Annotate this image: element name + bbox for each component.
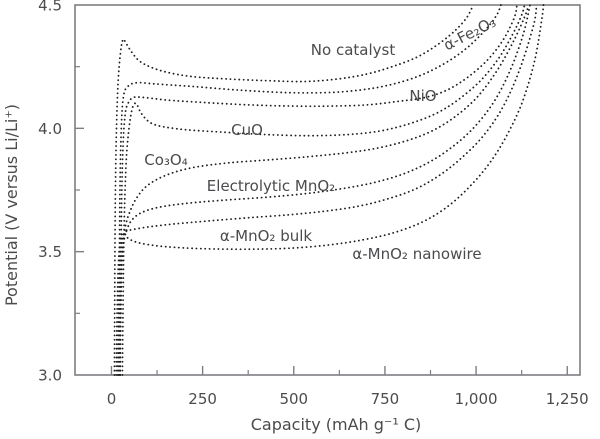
y-tick-label: 3.0 [38,367,62,385]
y-tick-label: 3.5 [38,243,62,261]
x-axis-title: Capacity (mAh g⁻¹ C) [251,415,422,434]
x-tick-label: 0 [107,390,117,408]
x-tick-label: 250 [188,390,217,408]
x-tick-label: 750 [371,390,400,408]
y-tick-label: 4.5 [38,0,62,15]
x-tick-label: 500 [279,390,308,408]
plot-layer: 0 250 500 750 1,000 1,250 3.0 3.5 4.0 4.5 [38,0,589,408]
curve-nio [119,4,518,376]
curve-cuo [121,4,526,376]
y-axis-title: Potential (V versus Li/Li⁺) [2,104,21,306]
x-tick-label: 1,250 [546,390,589,408]
curve-label-alpha-mno2-nanowire: α-MnO₂ nanowire [352,245,481,263]
x-tick-label: 1,000 [455,390,498,408]
curve-label-co3o4: Co₃O₄ [144,151,187,169]
curve-label-alpha-mno2-bulk: α-MnO₂ bulk [220,227,313,245]
curve-mno-nanowire [115,4,545,376]
labels-layer: Potential (V versus Li/Li⁺) Capacity (mA… [2,13,499,434]
curve-label-no-catalyst: No catalyst [311,41,396,59]
curve-mno-bulk [116,4,538,376]
y-tick-label: 4.0 [38,120,62,138]
curve-no-catalyst [113,4,475,376]
curve-label-electrolytic-mno2: Electrolytic MnO₂ [207,177,335,195]
curve-label-nio: NiO [409,87,436,105]
curve-fe-o [117,4,502,376]
curve-label-cuo: CuO [231,121,263,139]
curve-label-alpha-fe2o3: α-Fe₂O₃ [441,13,499,55]
